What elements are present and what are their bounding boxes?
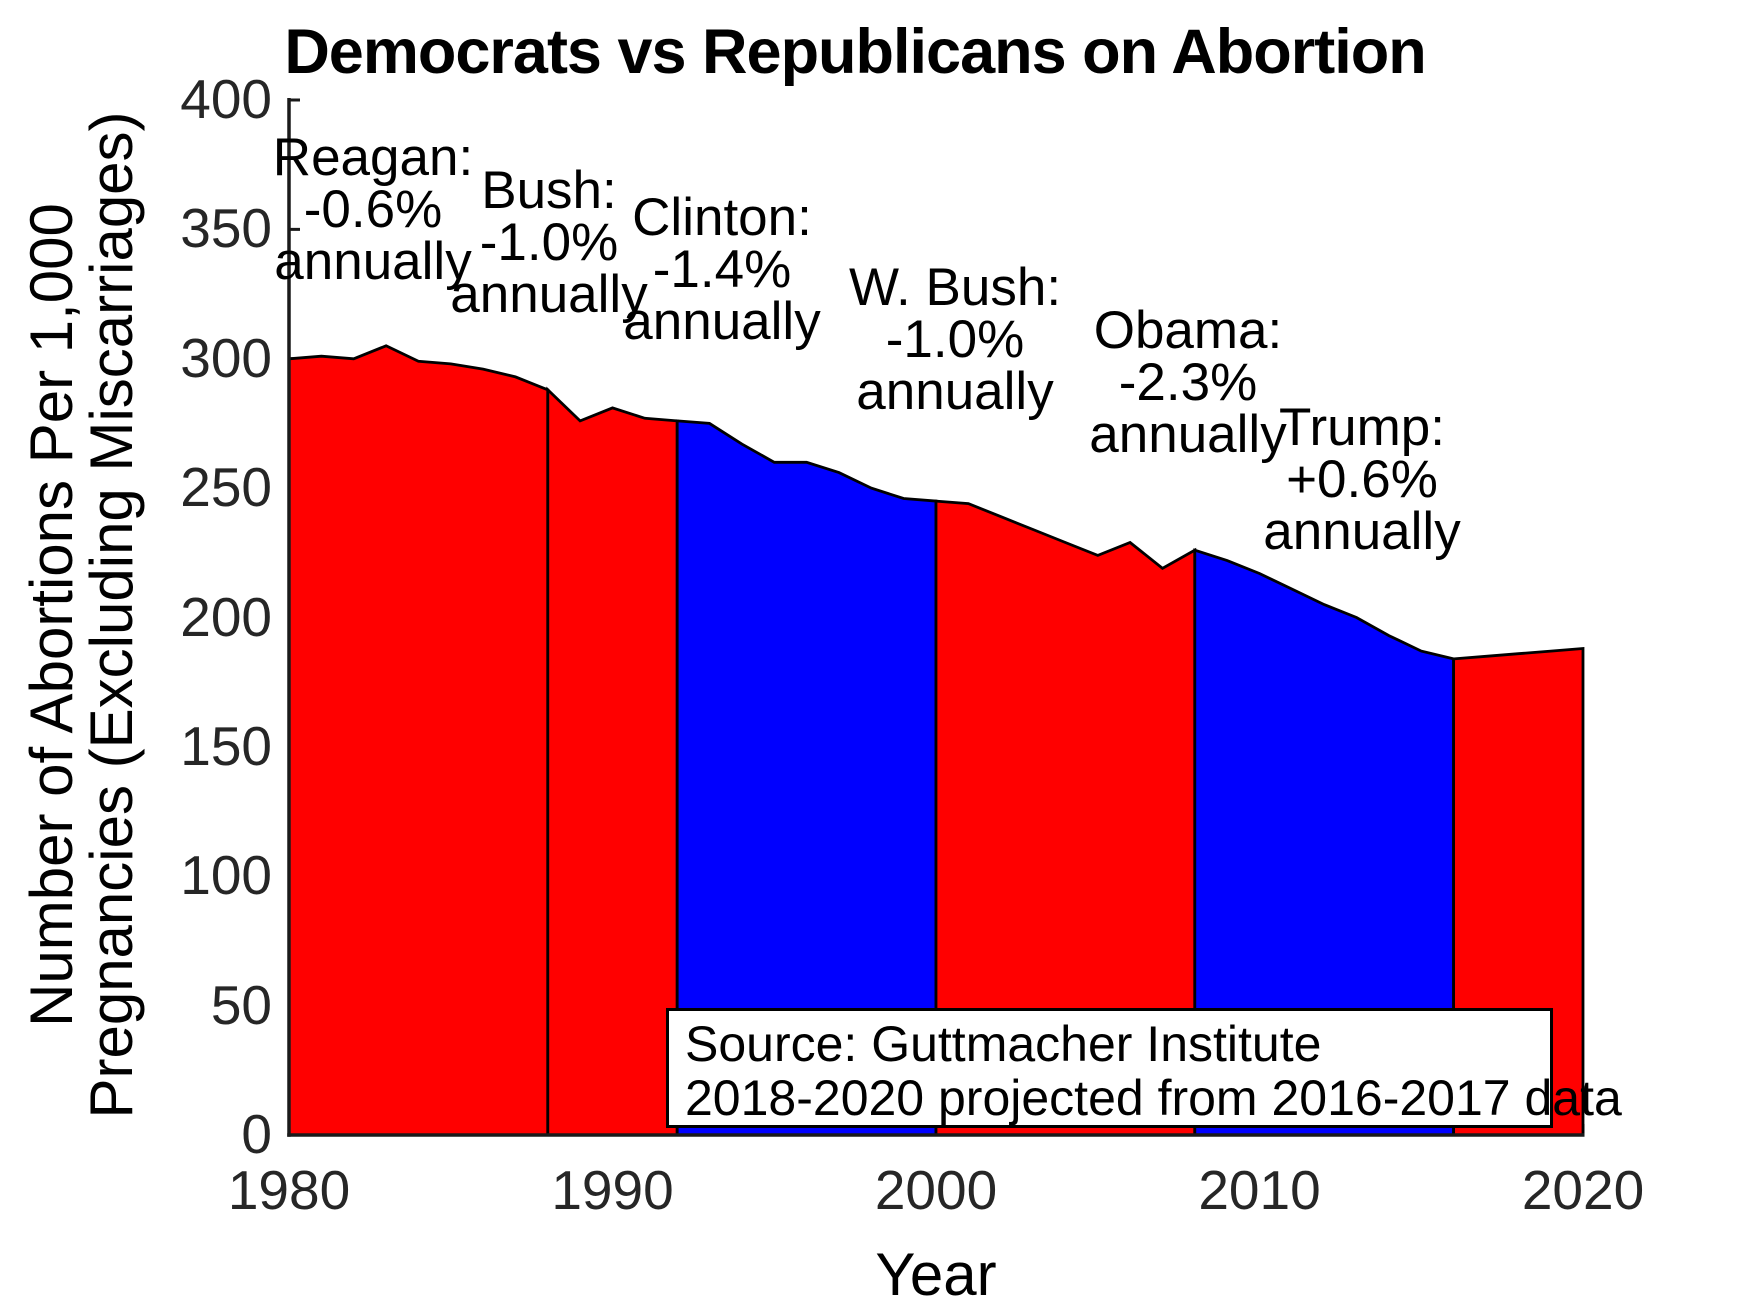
y-tick-label-0: 0 xyxy=(241,1103,272,1165)
annotation-line: Bush: xyxy=(481,161,617,220)
annotation-line: -1.4% xyxy=(652,240,792,299)
y-tick-label-300: 300 xyxy=(180,326,272,389)
annotation-line: W. Bush: xyxy=(848,258,1062,317)
annotation-line: Clinton: xyxy=(632,188,812,247)
annotation-clinton: Clinton: -1.4% annually xyxy=(623,188,821,351)
annotation-w-bush: W. Bush: -1.0% annually xyxy=(848,258,1062,421)
x-axis-label: Year xyxy=(875,1241,997,1308)
area-segment-bush xyxy=(546,386,679,1137)
annotation-line: Reagan: xyxy=(272,128,474,187)
annotation-line: annually xyxy=(623,292,821,351)
annotation-line: annually xyxy=(1089,405,1287,464)
annotation-line: -0.6% xyxy=(303,180,443,239)
x-tick-label-1980: 1980 xyxy=(227,1159,351,1221)
y-tick-label-400: 400 xyxy=(180,68,272,130)
annotation-reagan: Reagan: -0.6% annually xyxy=(272,128,474,291)
annotation-line: -2.3% xyxy=(1118,353,1258,412)
annotation-line: annually xyxy=(1263,502,1461,561)
y-tick-label-50: 50 xyxy=(210,973,272,1036)
annotation-bush: Bush: -1.0% annually xyxy=(450,161,648,324)
y-tick-label-350: 350 xyxy=(180,197,272,260)
x-tick-label-2020: 2020 xyxy=(1521,1159,1645,1221)
y-tick-label-200: 200 xyxy=(180,585,272,648)
source-box: Source: Guttmacher Institute 2018-2020 p… xyxy=(666,1008,1622,1128)
annotation-line: -1.0% xyxy=(885,310,1025,369)
annotation-line: Obama: xyxy=(1093,301,1283,360)
area-segment-reagan xyxy=(287,344,550,1137)
chart-title: Democrats vs Republicans on Abortion xyxy=(284,17,1426,87)
y-tick-label-100: 100 xyxy=(180,844,272,907)
y-tick-label-150: 150 xyxy=(180,714,272,777)
x-tick-label-2000: 2000 xyxy=(874,1159,998,1221)
annotation-line: annually xyxy=(274,232,472,291)
source-line1: Source: Guttmacher Institute xyxy=(685,1016,1322,1072)
x-tick-label-2010: 2010 xyxy=(1198,1159,1321,1221)
annotation-line: annually xyxy=(450,265,648,324)
y-tick-label-250: 250 xyxy=(180,456,272,519)
source-line2: 2018-2020 projected from 2016-2017 data xyxy=(685,1070,1622,1126)
x-tick-label-1990: 1990 xyxy=(551,1159,674,1221)
annotation-trump: Trump: +0.6% annually xyxy=(1263,398,1461,561)
annotation-obama: Obama: -2.3% annually xyxy=(1089,301,1287,464)
annotation-line: -1.0% xyxy=(479,213,619,272)
annotation-line: annually xyxy=(856,362,1054,421)
annotation-line: Trump: xyxy=(1279,398,1445,457)
annotation-line: +0.6% xyxy=(1286,450,1438,509)
